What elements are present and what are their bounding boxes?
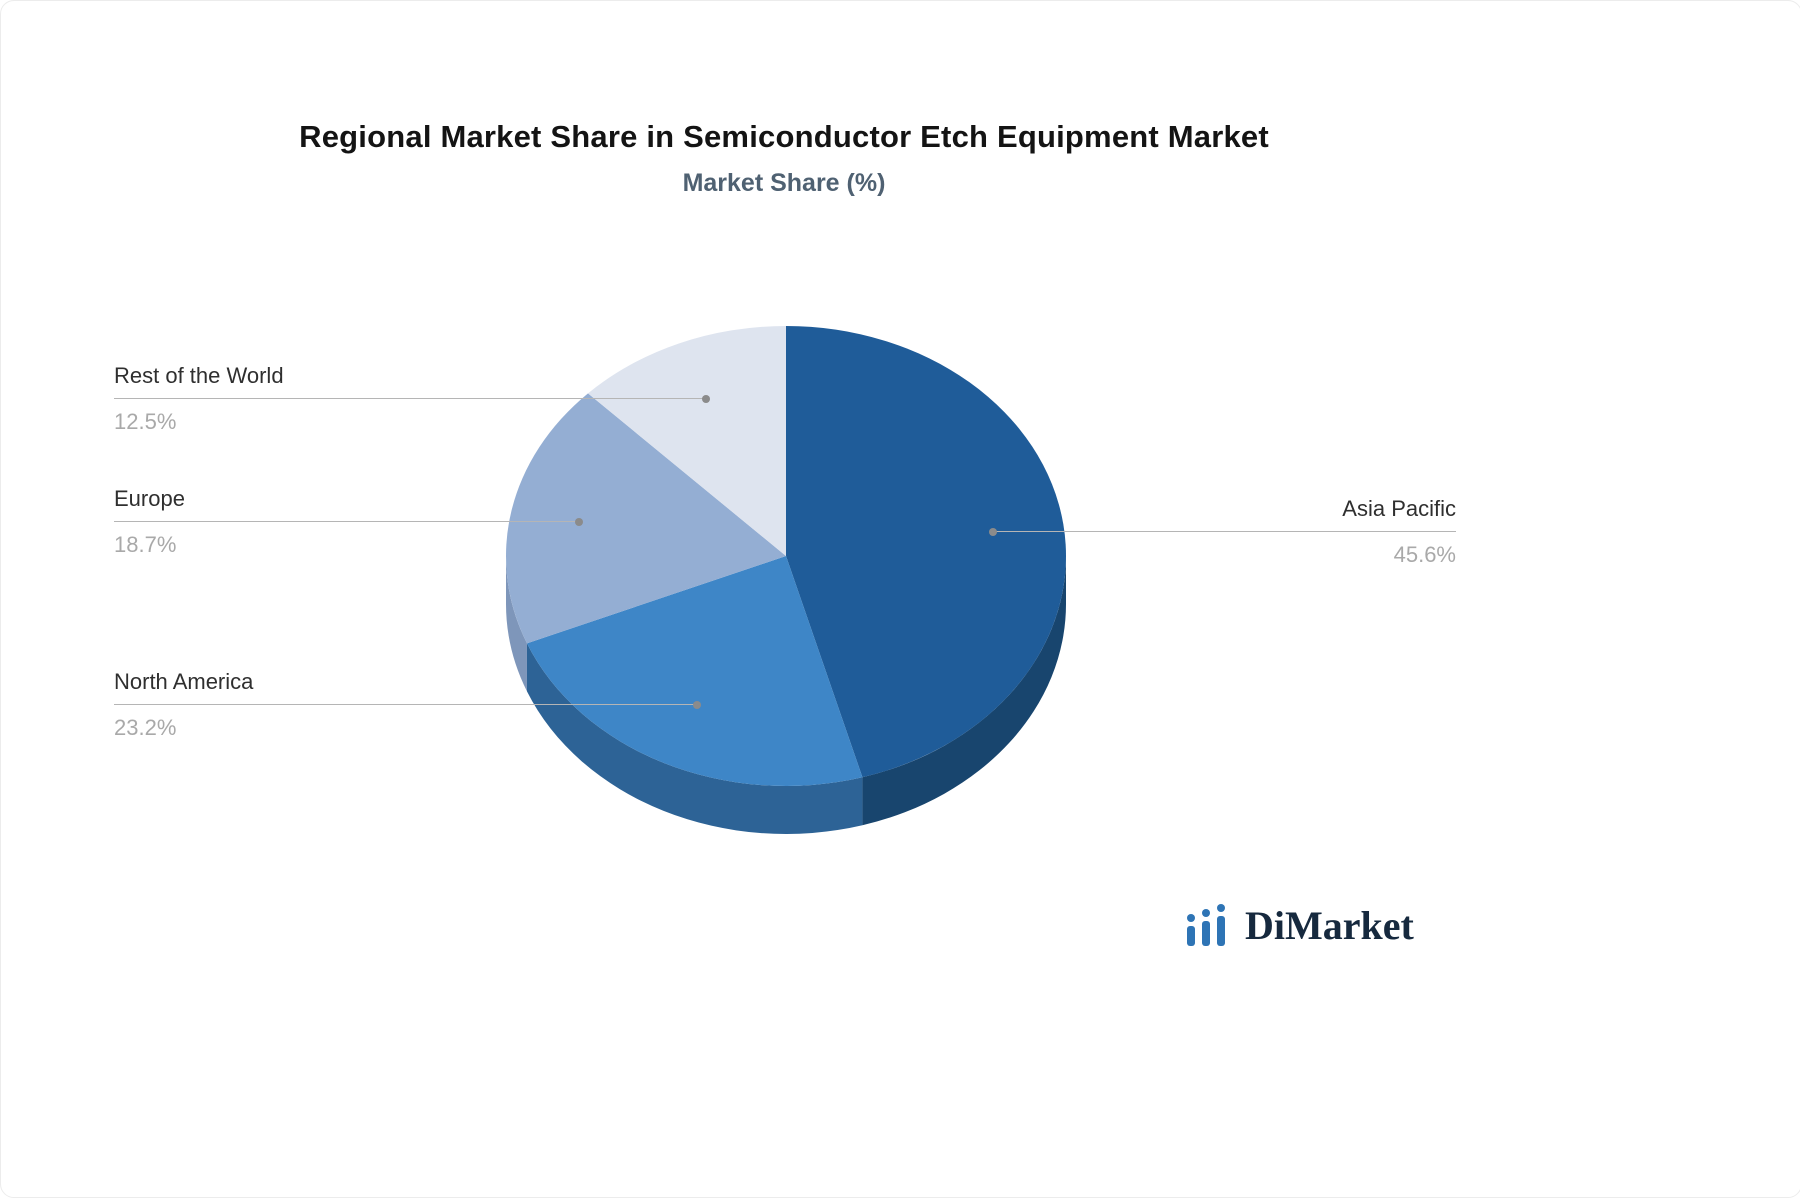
leader-line [114,517,583,526]
leader-line [989,527,1456,536]
dimarket-logo: DiMarket [1184,902,1414,949]
pie-slice-side-asia-pacific [862,556,1066,826]
callout-north-america: North America 23.2% [114,669,701,742]
slice-value: 12.5% [114,409,177,435]
pie-slice-europe [506,393,786,644]
pie-slice-side-europe [506,556,527,692]
slice-value: 45.6% [1393,542,1456,568]
slice-label: North America [114,669,254,694]
callout-europe: Europe 18.7% [114,486,583,559]
callout-asia-pacific: Asia Pacific 45.6% [989,496,1456,569]
leader-dot [693,700,701,709]
leader-dot [575,517,583,526]
bar-chart-logo-icon [1187,903,1225,946]
leader-dot [702,394,710,403]
pie-slice-side-north-america [526,643,863,834]
leader-dot [989,527,997,536]
chart-subtitle: Market Share (%) [682,169,886,197]
slice-label: Europe [114,486,185,511]
slice-label: Asia Pacific [1342,496,1456,521]
brand-name: DiMarket [1245,903,1414,948]
pie-slice-rest-of-the-world [588,326,786,556]
leader-line [114,700,701,709]
leader-line [114,394,710,403]
callout-rest-of-the-world: Rest of the World 12.5% [114,363,710,436]
pie-slice-north-america [526,556,863,786]
chart-title: Regional Market Share in Semiconductor E… [299,119,1269,154]
slice-label: Rest of the World [114,363,284,388]
slice-value: 18.7% [114,532,177,558]
pie-slice-asia-pacific [786,326,1066,778]
slice-value: 23.2% [114,715,177,741]
